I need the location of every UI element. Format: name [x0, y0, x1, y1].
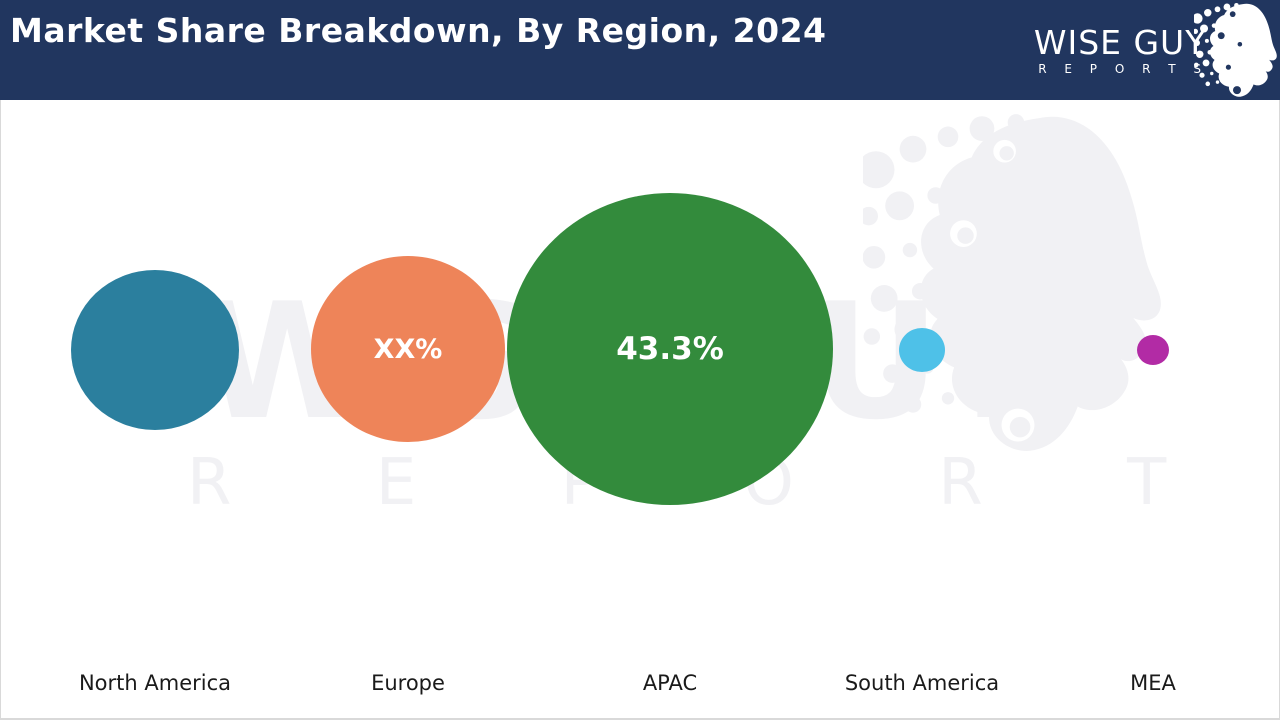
- bubble-south-america: [899, 328, 945, 372]
- brand-logo-text: WISE GUY R E P O R T S: [1032, 22, 1208, 76]
- category-label-south-america: South America: [844, 671, 1000, 695]
- brand-logo: WISE GUY R E P O R T S: [1032, 0, 1280, 100]
- bubble-mea: [1137, 335, 1169, 365]
- brand-name: WISE GUY: [1033, 22, 1207, 62]
- bubble-north-america: [71, 270, 239, 430]
- category-label-north-america: North America: [78, 671, 232, 695]
- header-bar: Market Share Breakdown, By Region, 2024 …: [0, 0, 1280, 100]
- chart-area: WISE GUY R E P O R T S North AmericaXX%E…: [0, 100, 1280, 720]
- category-label-apac: APAC: [642, 671, 698, 695]
- bubble-europe: XX%: [311, 256, 505, 442]
- watermark-face-icon: [863, 114, 1161, 451]
- bubble-value-label-apac: 43.3%: [616, 331, 724, 367]
- bubble-value-label-europe: XX%: [373, 333, 443, 365]
- category-label-mea: MEA: [1130, 671, 1176, 695]
- brand-face-icon: [1194, 2, 1277, 97]
- page-title: Market Share Breakdown, By Region, 2024: [10, 11, 827, 50]
- category-label-europe: Europe: [371, 671, 445, 695]
- bubble-apac: 43.3%: [507, 193, 833, 505]
- brand-subtitle: R E P O R T S: [1038, 61, 1208, 76]
